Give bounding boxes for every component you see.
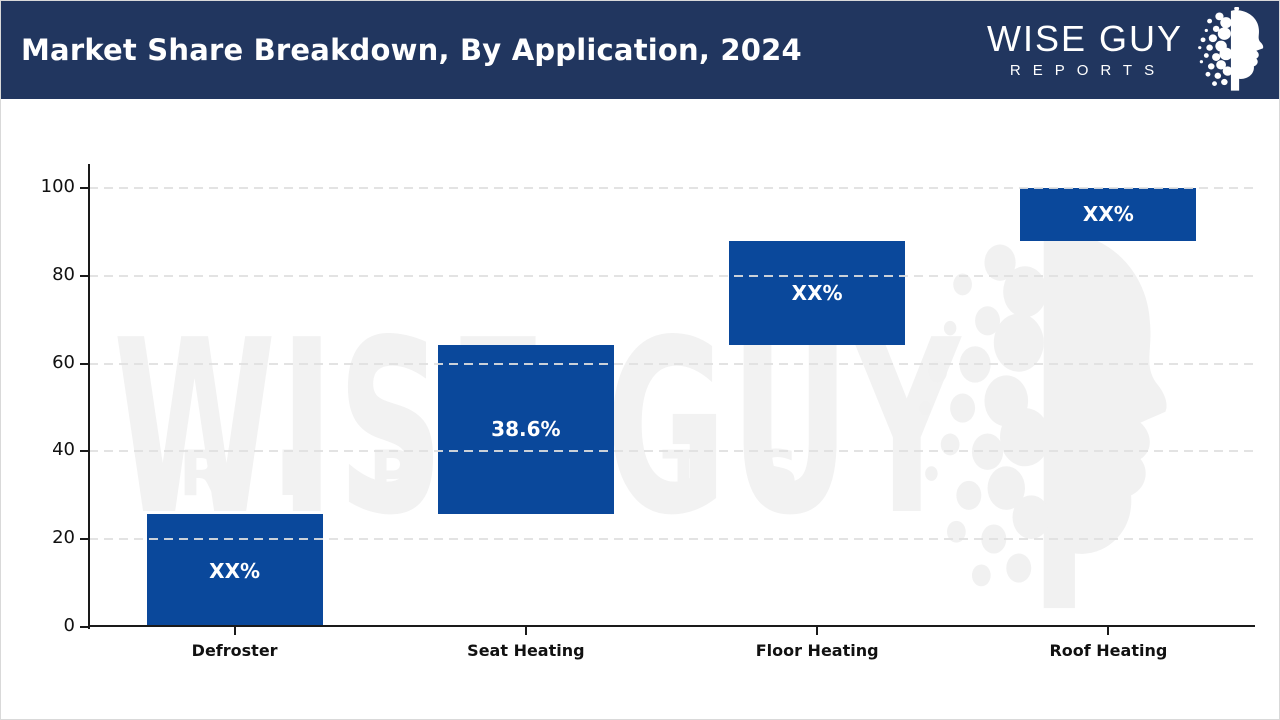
bar-value-label: XX% — [209, 558, 261, 583]
gridline — [89, 274, 1255, 277]
x-axis-tick — [816, 627, 819, 635]
bar-segment: XX% — [1020, 188, 1197, 241]
logo-subtitle: REPORTS — [1009, 62, 1167, 79]
y-axis-tick — [80, 626, 88, 628]
x-axis-category-label: Defroster — [191, 641, 278, 660]
bar-value-label: 38.6% — [491, 417, 561, 442]
bar-segment: XX% — [729, 240, 906, 345]
y-axis-tick — [80, 362, 88, 365]
bar-segment: XX% — [146, 514, 323, 627]
y-axis-tick — [80, 450, 88, 453]
logo-wordmark: WISE GUY — [986, 18, 1183, 59]
x-axis-category-label: Floor Heating — [755, 641, 879, 660]
x-axis-tick — [1107, 627, 1110, 635]
wise-guy-logo: WISE GUY REPORTS — [987, 7, 1267, 93]
watermark-head-icon — [918, 219, 1167, 609]
x-axis-category-label: Seat Heating — [467, 641, 585, 660]
bar-segment: 38.6% — [437, 344, 614, 515]
y-axis-tick-label: 100 — [40, 176, 75, 198]
gridline — [89, 450, 1255, 453]
x-axis-category-label: Roof Heating — [1049, 641, 1168, 660]
bar-value-label: XX% — [1082, 202, 1134, 227]
chart-area: WISE GUY REPORTS 020406080100XX%Defroste… — [1, 99, 1279, 719]
page-title: Market Share Breakdown, By Application, … — [21, 33, 802, 67]
x-axis-tick — [524, 627, 527, 635]
y-axis-tick-label: 80 — [52, 263, 75, 285]
logo-text: WISE GUY REPORTS — [986, 18, 1183, 80]
gridline — [89, 187, 1255, 190]
y-axis-tick-label: 0 — [63, 615, 75, 636]
y-axis-tick — [80, 187, 88, 190]
y-axis-tick-label: 20 — [52, 527, 75, 549]
header-bar: Market Share Breakdown, By Application, … — [1, 1, 1279, 99]
y-axis-line — [88, 164, 90, 629]
y-axis-tick-label: 40 — [52, 439, 75, 461]
gridline — [89, 538, 1255, 541]
bar-value-label: XX% — [791, 280, 843, 305]
head-profile-icon — [1198, 7, 1264, 91]
gridline — [89, 362, 1255, 365]
y-axis-tick — [80, 274, 88, 277]
y-axis-tick-label: 60 — [52, 351, 75, 373]
x-axis-line — [88, 625, 1255, 627]
x-axis-tick — [233, 627, 236, 635]
y-axis-tick — [80, 538, 88, 541]
